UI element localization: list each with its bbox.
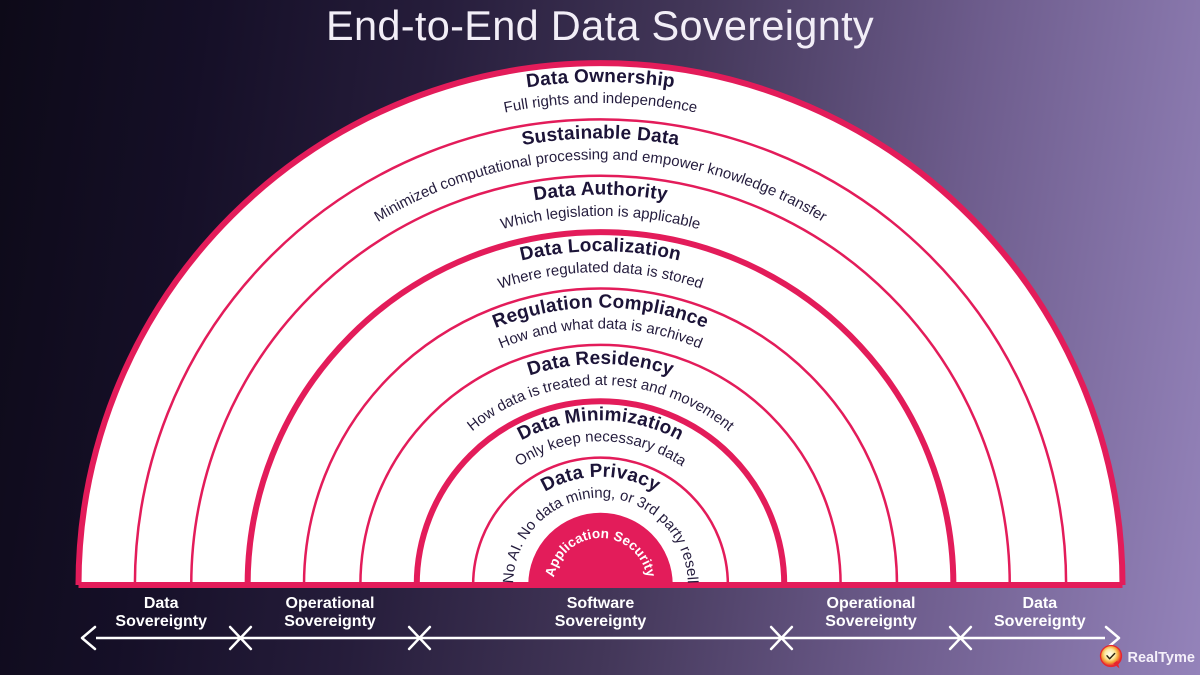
- svg-text:Operational: Operational: [827, 595, 916, 612]
- svg-text:Sovereignty: Sovereignty: [555, 613, 647, 630]
- svg-text:Sovereignty: Sovereignty: [825, 613, 917, 630]
- svg-text:Data: Data: [1022, 595, 1057, 612]
- svg-text:Operational: Operational: [286, 595, 375, 612]
- svg-text:Sovereignty: Sovereignty: [284, 613, 376, 630]
- svg-text:Sovereignty: Sovereignty: [994, 613, 1086, 630]
- svg-text:Sovereignty: Sovereignty: [115, 613, 207, 630]
- svg-text:RealTyme: RealTyme: [1128, 650, 1195, 666]
- svg-text:Software: Software: [567, 595, 635, 612]
- svg-text:Data: Data: [144, 595, 179, 612]
